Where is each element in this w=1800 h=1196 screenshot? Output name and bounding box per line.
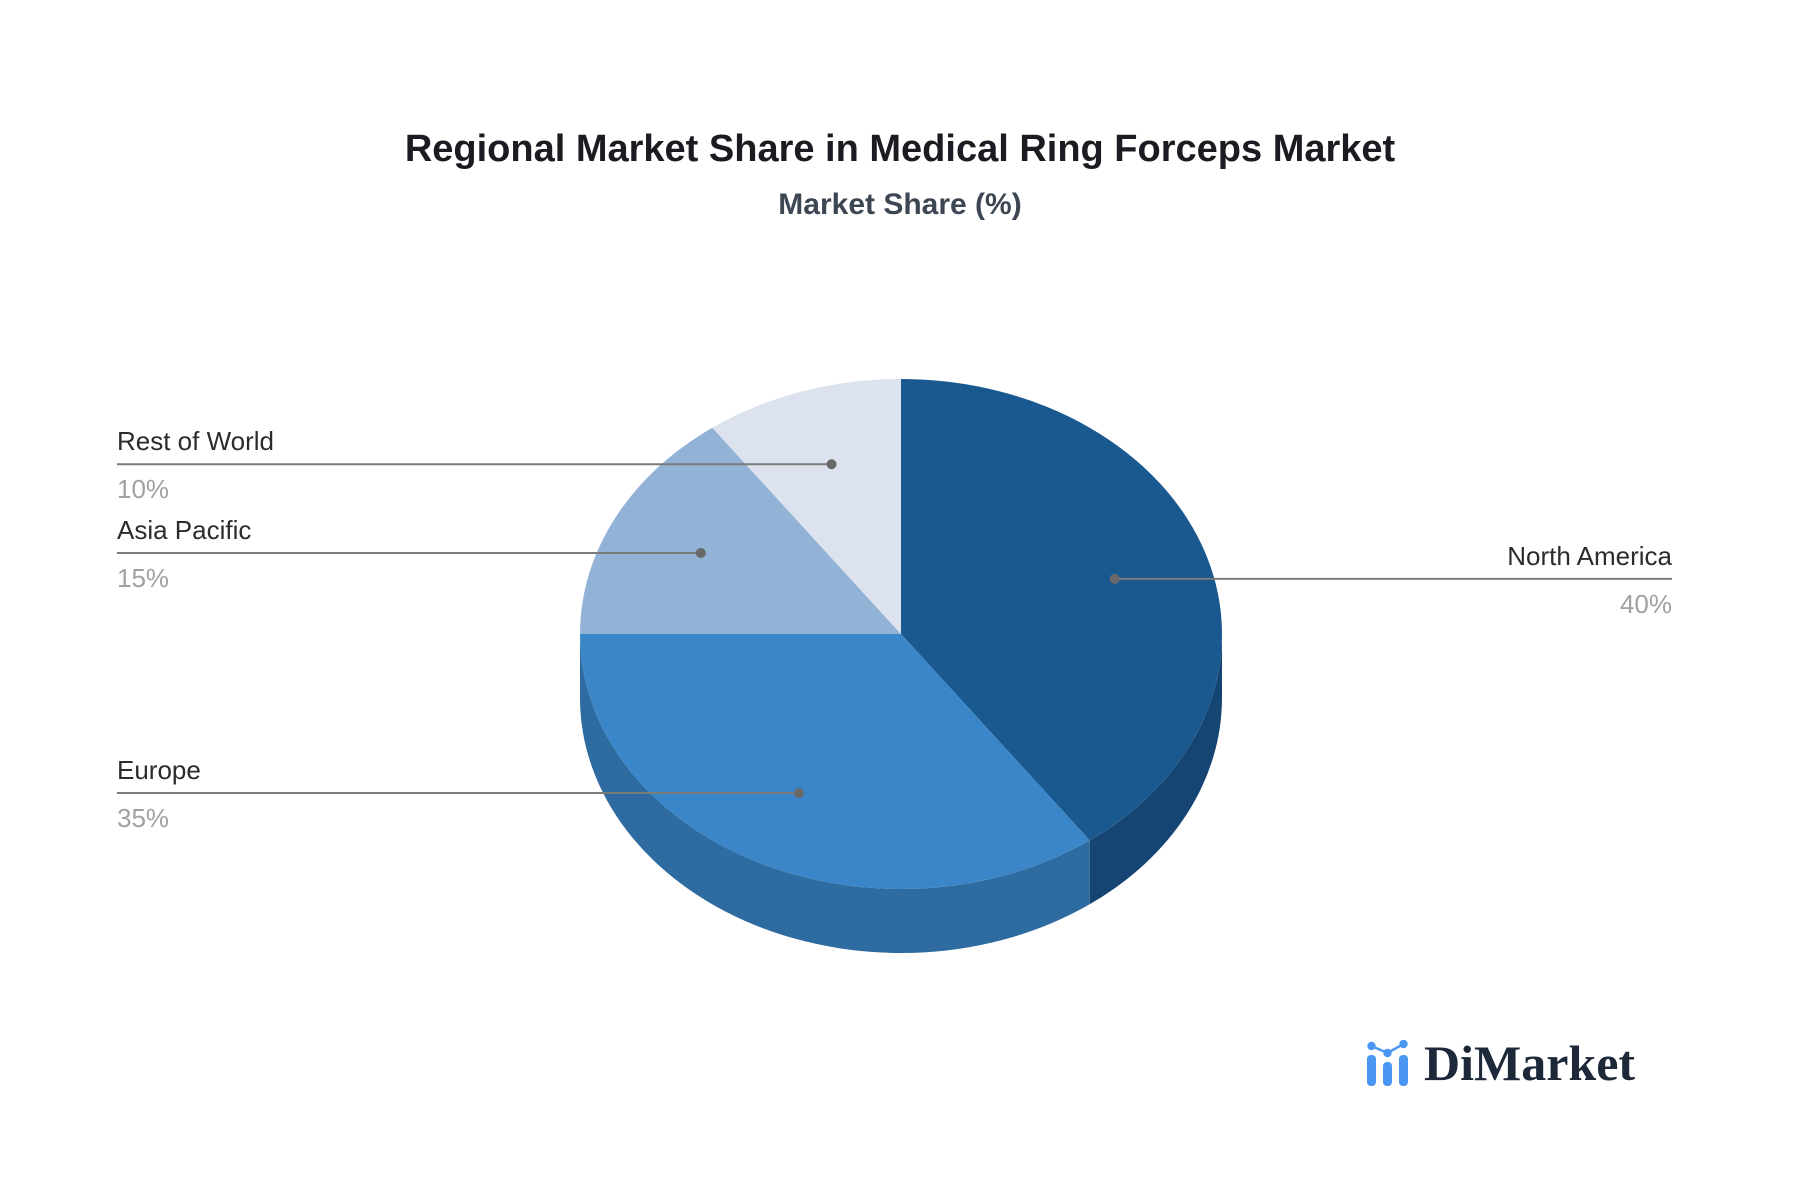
dimarket-logo: DiMarket [1367, 1038, 1635, 1088]
chart-title: Regional Market Share in Medical Ring Fo… [404, 128, 1396, 170]
slice-percent-text: 10% [117, 474, 170, 505]
slice-label-text: Europe [117, 755, 201, 786]
slice-percent-text: 15% [117, 562, 170, 593]
slice-percent-text: 35% [117, 803, 170, 834]
slice-label-text: North America [1507, 540, 1672, 571]
chart-subtitle: Market Share (%) [778, 188, 1022, 221]
label-europe: Europe 35% [117, 755, 799, 833]
slice-label-text: Asia Pacific [117, 514, 252, 545]
label-north-america: North America 40% [1115, 541, 1672, 619]
slice-label-text: Rest of World [117, 426, 275, 457]
logo-bar-chart-icon [1367, 1040, 1408, 1086]
label-asia-pacific: Asia Pacific 15% [117, 515, 701, 593]
logo-text: DiMarket [1424, 1035, 1636, 1091]
slice-percent-text: 40% [1619, 588, 1672, 619]
label-rest-of-world: Rest of World 10% [117, 426, 832, 504]
